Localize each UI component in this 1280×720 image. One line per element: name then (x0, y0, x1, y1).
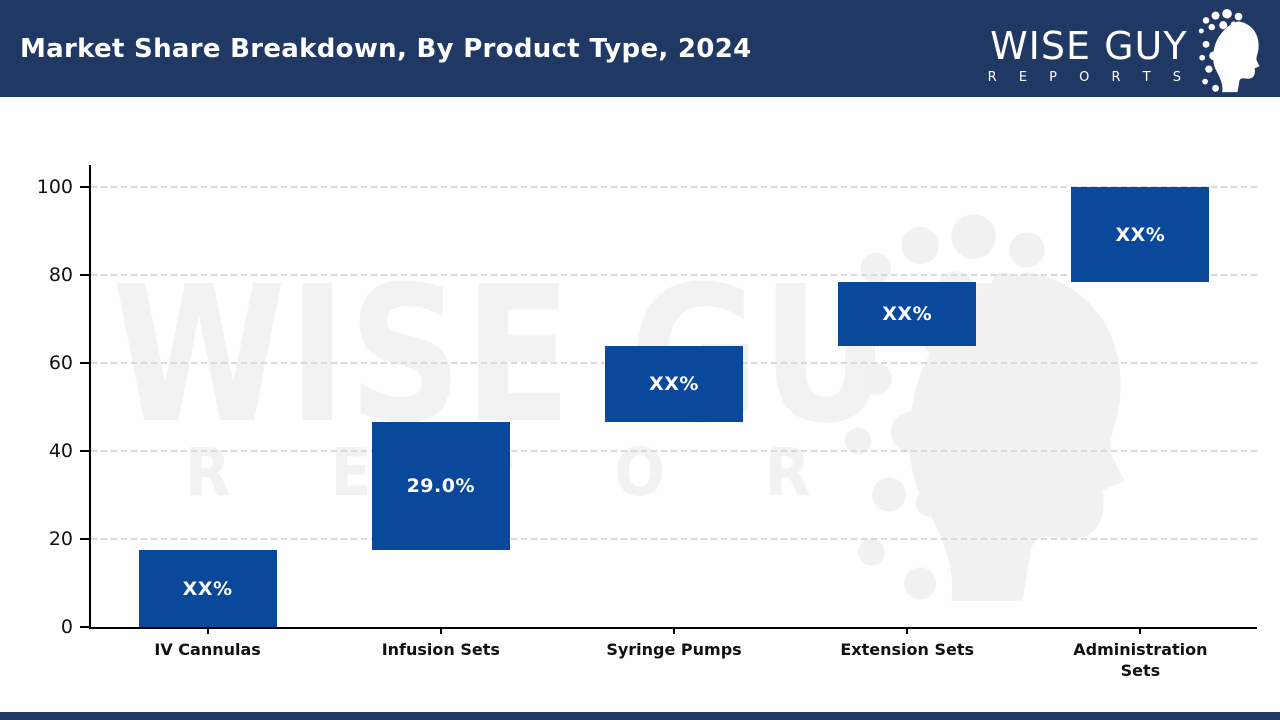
bar: XX% (605, 346, 743, 423)
y-tick-mark (80, 626, 89, 628)
x-tick-mark (1139, 627, 1141, 634)
header-bar: Market Share Breakdown, By Product Type,… (0, 0, 1280, 97)
x-tick-mark (440, 627, 442, 634)
y-tick-mark (80, 538, 89, 540)
bar-value-label: XX% (1115, 224, 1165, 246)
wiseguy-logo-text: WISE GUY R E P O R T S (988, 26, 1190, 85)
x-tick-mark (906, 627, 908, 634)
y-tick-mark (80, 274, 89, 276)
bar-value-label: 29.0% (407, 475, 475, 497)
y-tick-label: 40 (11, 439, 73, 463)
gridline (91, 450, 1257, 452)
plot-area: 020406080100XX%IV Cannulas29.0%Infusion … (89, 165, 1257, 629)
y-tick-label: 100 (11, 175, 73, 199)
x-axis-label: Extension Sets (822, 640, 992, 661)
page-title: Market Share Breakdown, By Product Type,… (20, 34, 751, 64)
y-tick-label: 80 (11, 263, 73, 287)
chart-figure: WISE GUY R E P O R T S Market Share Brea… (0, 0, 1280, 720)
bar-value-label: XX% (183, 578, 233, 600)
bar-value-label: XX% (649, 373, 699, 395)
x-tick-mark (673, 627, 675, 634)
bar: XX% (1071, 187, 1209, 282)
x-axis-label: Infusion Sets (356, 640, 526, 661)
x-axis-label: IV Cannulas (123, 640, 293, 661)
y-tick-label: 20 (11, 527, 73, 551)
y-tick-mark (80, 186, 89, 188)
y-tick-mark (80, 362, 89, 364)
bar: XX% (139, 550, 277, 627)
wiseguy-logo-subtitle: R E P O R T S (988, 70, 1190, 85)
y-tick-mark (80, 450, 89, 452)
gridline (91, 538, 1257, 540)
y-tick-label: 0 (11, 615, 73, 639)
wiseguy-logo: WISE GUY R E P O R T S (1012, 4, 1262, 96)
wiseguy-head-icon (1194, 8, 1262, 94)
wiseguy-logo-name: WISE GUY (988, 26, 1190, 68)
footer-bar (0, 712, 1280, 720)
x-axis-label: Syringe Pumps (589, 640, 759, 661)
x-axis-label: Administration Sets (1055, 640, 1225, 682)
bar-value-label: XX% (882, 303, 932, 325)
bar: 29.0% (372, 422, 510, 550)
y-tick-label: 60 (11, 351, 73, 375)
x-tick-mark (207, 627, 209, 634)
bar: XX% (838, 282, 976, 346)
